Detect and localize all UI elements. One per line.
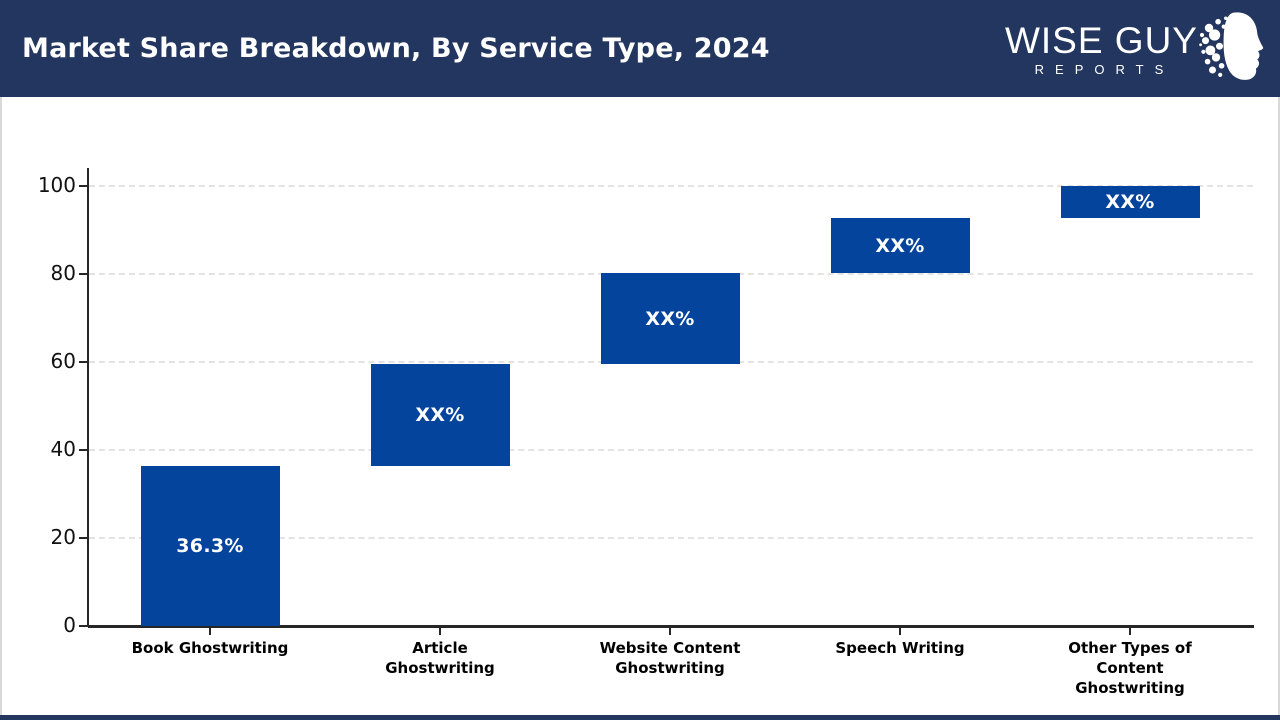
brand-logo-text: WISE GUY REPORTS [1005,22,1198,76]
bar-value-label: XX% [875,234,925,257]
bar-segment: XX% [830,218,970,274]
y-axis-tick [79,537,87,539]
brand-logo: WISE GUY REPORTS [1005,6,1266,92]
bar-segment: XX% [370,364,510,467]
y-axis-tick [79,273,87,275]
x-axis-tick [439,628,441,635]
bar-value-label: XX% [415,404,465,427]
x-axis-tick [669,628,671,635]
x-axis-category-label: Article Ghostwriting [385,639,495,677]
y-axis-tick-label: 20 [50,525,76,549]
x-axis-category-label: Speech Writing [835,639,965,657]
brand-logo-reports: REPORTS [1034,62,1175,77]
x-axis-tick [1129,628,1131,635]
gridline [89,537,1253,539]
bar-segment: XX% [1060,186,1200,219]
x-axis-category-label: Other Types of Content Ghostwriting [1068,639,1192,697]
x-axis-category-label: Book Ghostwriting [131,639,289,657]
bar-value-label: XX% [1105,191,1155,214]
page-title: Market Share Breakdown, By Service Type,… [22,33,770,64]
x-axis-spine [88,625,1254,628]
bar-value-label: XX% [645,307,695,330]
y-axis-tick [79,449,87,451]
bar-value-label: 36.3% [176,535,244,558]
y-axis-tick [79,361,87,363]
footer-accent-strip [0,715,1280,720]
x-axis-category-label: Website Content Ghostwriting [599,639,741,677]
gridline [89,449,1253,451]
y-axis-tick-label: 80 [50,261,76,285]
y-axis-tick-label: 60 [50,349,76,373]
y-axis-spine [87,168,89,627]
x-axis-tick [209,628,211,635]
dotted-face-profile-icon [1199,12,1264,80]
bar-segment: XX% [600,273,740,365]
gridline [89,185,1253,187]
header-bar: Market Share Breakdown, By Service Type,… [0,0,1280,97]
y-axis-tick [79,625,87,627]
y-axis-tick-label: 100 [37,173,76,197]
y-axis-tick [79,185,87,187]
brand-logo-wiseguy: WISE GUY [1004,20,1198,61]
x-axis-tick [899,628,901,635]
y-axis-tick-label: 40 [50,437,76,461]
bar-segment: 36.3% [140,466,280,626]
y-axis-tick-label: 0 [63,613,76,637]
